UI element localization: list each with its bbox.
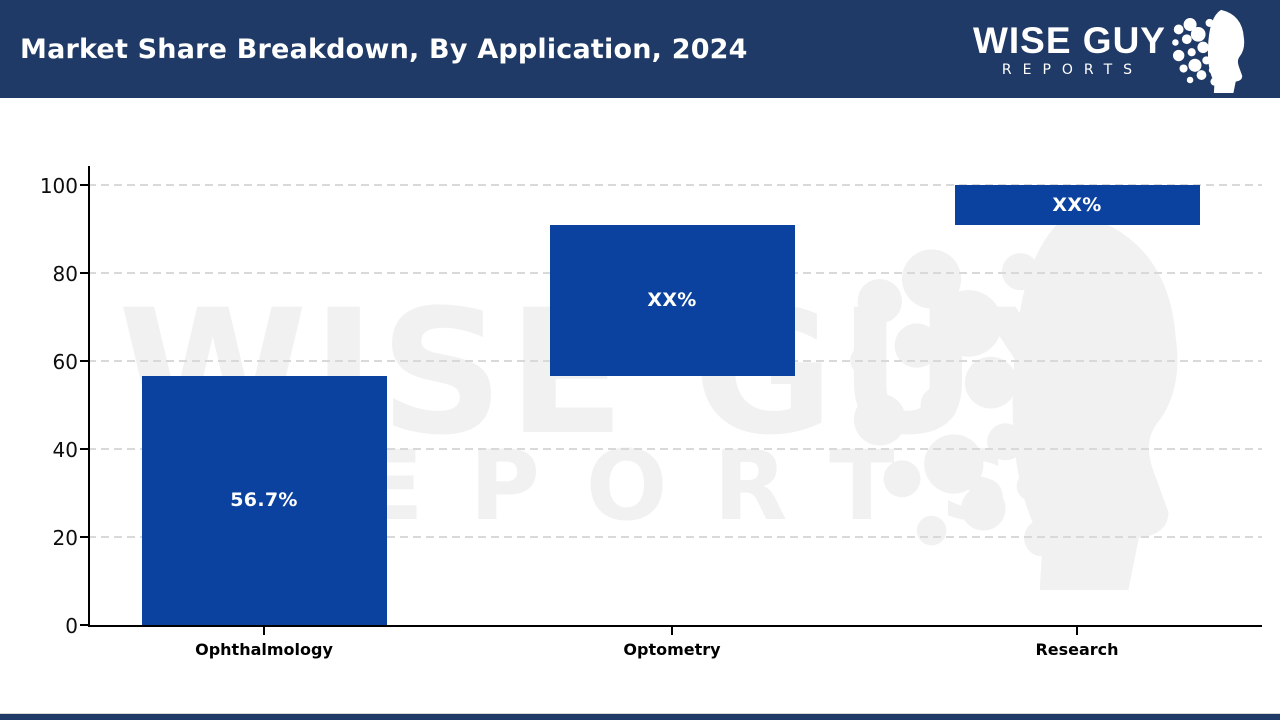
logo-wordmark: WISE GUY [972, 19, 1166, 61]
footer-divider [0, 713, 1280, 714]
y-tick-label: 40 [52, 438, 78, 462]
footer-bar [0, 714, 1280, 720]
bar-optometry: XX% [549, 224, 795, 376]
x-tick-mark [1076, 627, 1078, 635]
bar-value-label: XX% [1052, 193, 1102, 216]
x-category-label: Ophthalmology [195, 640, 333, 659]
y-tick-label: 100 [39, 174, 78, 198]
y-tick-mark [80, 624, 88, 626]
y-tick-mark [80, 272, 88, 274]
y-tick-label: 20 [52, 526, 78, 550]
x-axis-line [88, 625, 1262, 627]
bar-ophthalmology: 56.7% [141, 375, 387, 625]
y-tick-mark [80, 360, 88, 362]
y-tick-label: 0 [65, 614, 78, 638]
gridline [88, 184, 1262, 186]
bar-value-label: 56.7% [230, 489, 298, 512]
y-tick-mark [80, 184, 88, 186]
x-tick-mark [263, 627, 265, 635]
gridline [88, 448, 1262, 450]
y-tick-label: 80 [52, 262, 78, 286]
y-tick-mark [80, 536, 88, 538]
wiseguy-logo: WISE GUY REPORTS [973, 5, 1280, 93]
x-tick-mark [671, 627, 673, 635]
watermark-face-icon [850, 212, 1178, 590]
y-tick-label: 60 [52, 350, 78, 374]
logo-subtitle: REPORTS [1001, 61, 1144, 78]
page-title: Market Share Breakdown, By Application, … [20, 33, 748, 65]
y-tick-mark [80, 448, 88, 450]
x-category-label: Research [1035, 640, 1119, 659]
gridline [88, 536, 1262, 538]
bar-research: XX% [954, 185, 1200, 225]
logo-face-icon [1172, 9, 1245, 93]
chart-header: Market Share Breakdown, By Application, … [0, 0, 1280, 98]
x-category-label: Optometry [623, 640, 721, 659]
y-axis-line [88, 166, 90, 627]
bar-value-label: XX% [647, 289, 697, 312]
